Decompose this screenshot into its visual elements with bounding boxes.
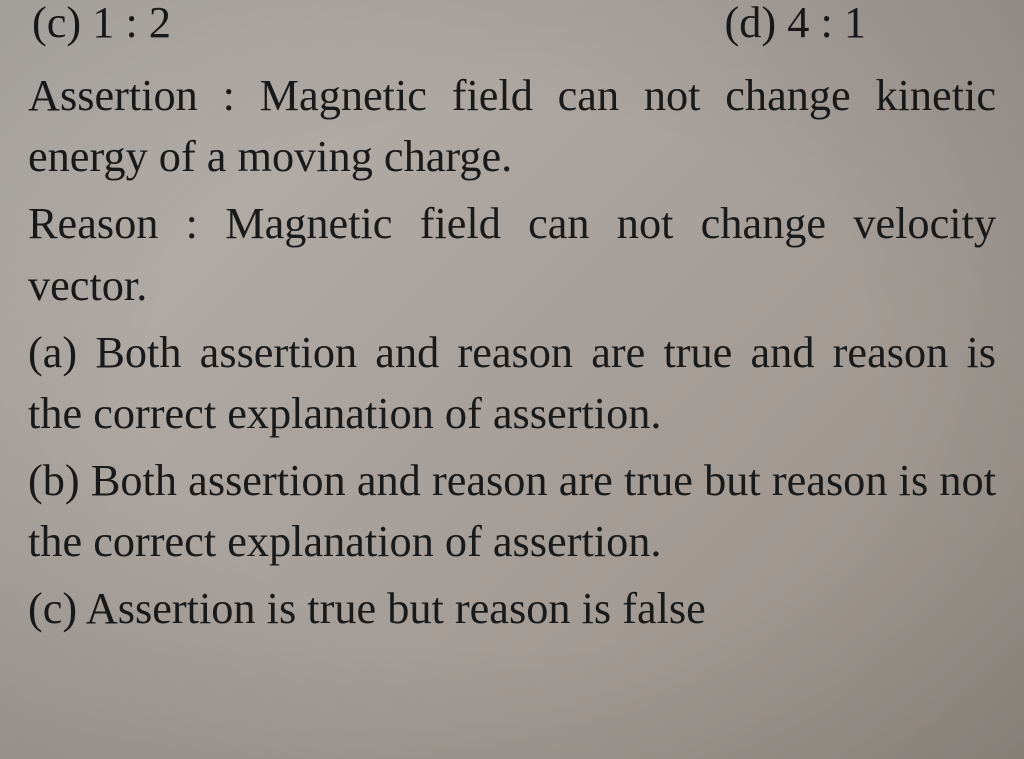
reason-block: Reason : Magnetic field can not change v… xyxy=(28,193,996,315)
prev-option-c: (c) 1 : 2 xyxy=(32,0,171,53)
assertion-block: Assertion : Magnetic field can not chang… xyxy=(28,65,996,187)
assertion-separator: : xyxy=(223,71,260,120)
reason-separator: : xyxy=(186,199,226,248)
option-c: (c) Assertion is true but reason is fals… xyxy=(28,578,996,639)
prev-option-d: (d) 4 : 1 xyxy=(725,0,866,53)
reason-text: Magnetic field can not change velocity v… xyxy=(28,199,996,309)
top-option-row: (c) 1 : 2 (d) 4 : 1 xyxy=(28,0,996,61)
reason-label: Reason xyxy=(28,199,158,248)
assertion-label: Assertion xyxy=(28,71,198,120)
question-page: (c) 1 : 2 (d) 4 : 1 Assertion : Magnetic… xyxy=(0,0,1024,665)
option-a: (a) Both assertion and reason are true a… xyxy=(28,322,996,444)
option-b: (b) Both assertion and reason are true b… xyxy=(28,450,996,572)
